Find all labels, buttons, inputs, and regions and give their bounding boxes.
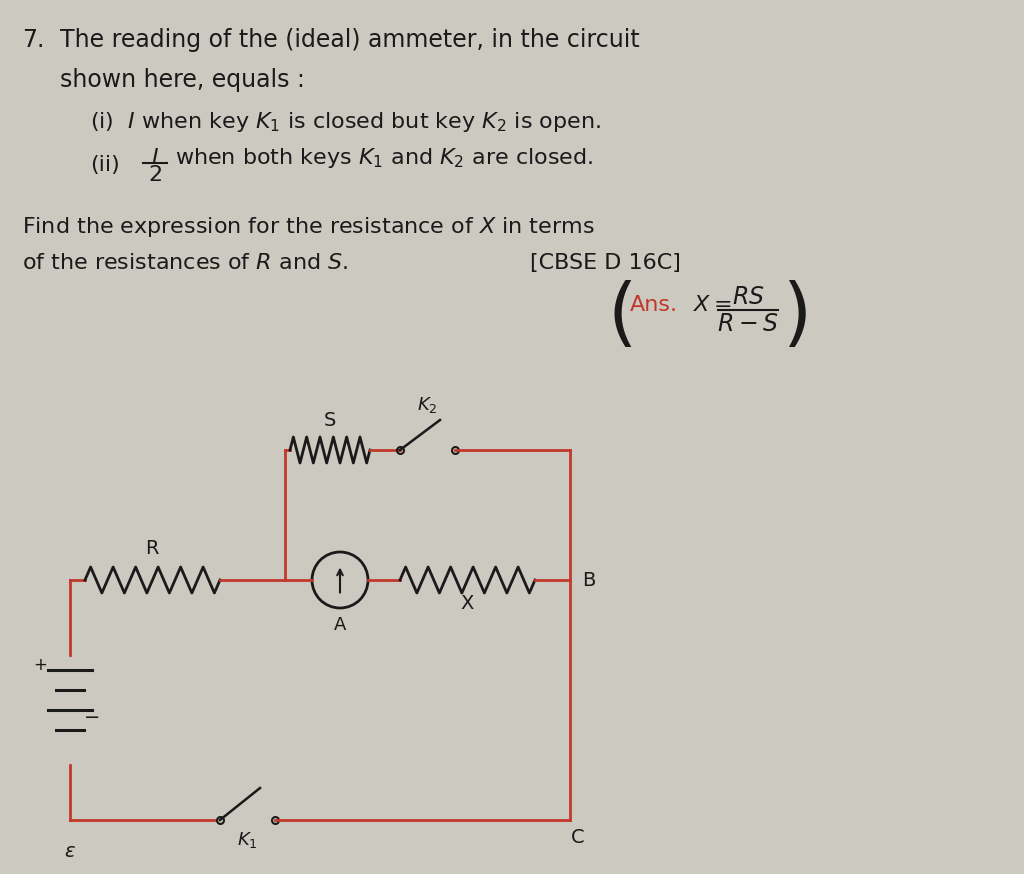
Text: $X = $: $X = $ xyxy=(693,295,732,315)
Text: +: + xyxy=(33,656,47,674)
Text: $\varepsilon$: $\varepsilon$ xyxy=(65,842,76,861)
Text: (i)  $I$ when key $K_1$ is closed but key $K_2$ is open.: (i) $I$ when key $K_1$ is closed but key… xyxy=(90,110,601,134)
Text: $I$: $I$ xyxy=(151,148,159,168)
Text: ): ) xyxy=(782,280,811,353)
Text: (ii): (ii) xyxy=(90,155,120,175)
Text: 7.: 7. xyxy=(22,28,44,52)
Text: −: − xyxy=(84,709,100,727)
Text: (: ( xyxy=(608,280,637,353)
Text: shown here, equals :: shown here, equals : xyxy=(60,68,305,92)
Text: R: R xyxy=(145,539,159,558)
Text: Find the expression for the resistance of $X$ in terms: Find the expression for the resistance o… xyxy=(22,215,595,239)
Text: $K_1$: $K_1$ xyxy=(237,830,257,850)
Text: A: A xyxy=(334,616,346,634)
Text: C: C xyxy=(571,828,585,847)
Text: when both keys $K_1$ and $K_2$ are closed.: when both keys $K_1$ and $K_2$ are close… xyxy=(175,146,593,170)
Text: The reading of the (ideal) ammeter, in the circuit: The reading of the (ideal) ammeter, in t… xyxy=(60,28,640,52)
Text: S: S xyxy=(324,411,336,430)
Text: $R-S$: $R-S$ xyxy=(717,312,779,336)
Text: $K_2$: $K_2$ xyxy=(417,395,437,415)
Text: B: B xyxy=(582,571,595,589)
Text: of the resistances of $R$ and $S$.: of the resistances of $R$ and $S$. xyxy=(22,253,348,273)
Text: [CBSE D 16C]: [CBSE D 16C] xyxy=(530,253,681,273)
Text: 2: 2 xyxy=(147,165,162,185)
Text: $RS$: $RS$ xyxy=(732,285,764,309)
Text: X: X xyxy=(461,594,474,613)
Text: Ans.: Ans. xyxy=(630,295,678,315)
